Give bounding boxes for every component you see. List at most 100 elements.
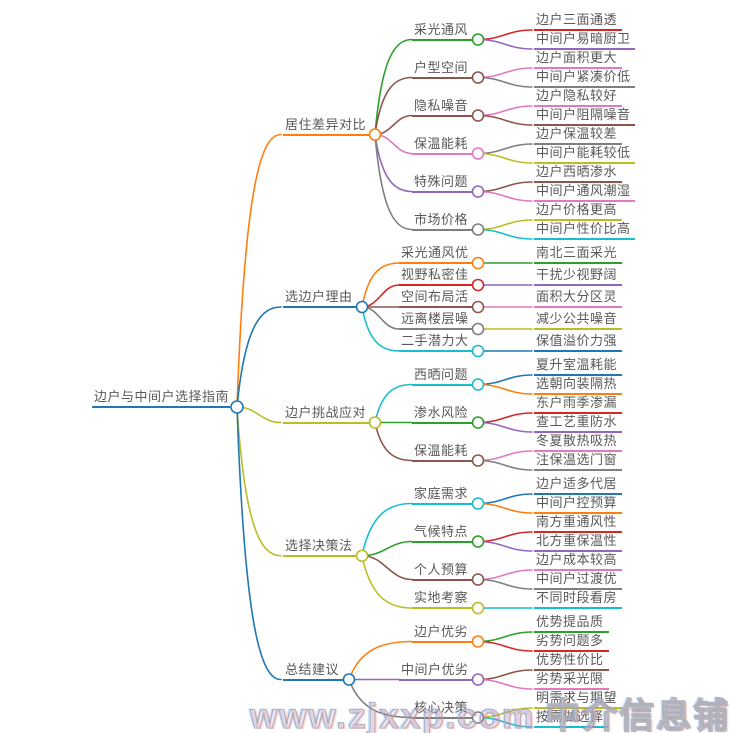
topic-node-label-1-4[interactable]: 二手潜力大	[399, 332, 478, 352]
topic-toggle-dot[interactable]	[471, 535, 485, 548]
topic-node-label-1-0[interactable]: 采光通风优	[399, 244, 478, 264]
branch-node-label-1[interactable]: 选边户理由	[283, 288, 356, 308]
topic-toggle-dot[interactable]	[471, 33, 485, 46]
leaf-node-label-2-0-1[interactable]: 选朝向装隔热	[534, 375, 622, 395]
topic-node-label-4-0[interactable]: 边户优劣	[412, 623, 478, 643]
topic-toggle-dot[interactable]	[471, 147, 485, 160]
leaf-node-label-3-2-1[interactable]: 中间户过渡优	[534, 570, 622, 590]
watermark-url: www.zjxxp.com	[249, 696, 536, 733]
leaf-node-label-0-0-1[interactable]: 中间户易暗厨卫	[534, 30, 635, 50]
branch-node-label-0[interactable]: 居住差异对比	[283, 116, 369, 136]
topic-node-label-0-2[interactable]: 隐私噪音	[412, 97, 478, 117]
leaf-node-label-2-1-0[interactable]: 东户雨季渗漏	[534, 394, 622, 414]
leaf-node-label-1-2-0[interactable]: 面积大分区灵	[534, 288, 622, 308]
leaf-node-label-0-4-1[interactable]: 中间户通风潮湿	[534, 182, 635, 202]
topic-toggle-dot[interactable]	[471, 344, 485, 358]
topic-node-label-2-2[interactable]: 保温能耗	[412, 442, 478, 462]
leaf-node-label-0-5-1[interactable]: 中间户性价比高	[534, 220, 635, 240]
root-node-label[interactable]: 边户与中间户选择指南	[92, 388, 230, 408]
branch-node-label-2[interactable]: 边户挑战应对	[283, 404, 369, 424]
topic-node-label-3-0[interactable]: 家庭需求	[412, 485, 478, 505]
leaf-node-label-4-1-1[interactable]: 劣势采光限	[534, 670, 609, 690]
topic-node-label-2-1[interactable]: 渗水风险	[412, 404, 478, 424]
topic-toggle-dot[interactable]	[471, 71, 485, 84]
topic-toggle-dot[interactable]	[471, 278, 485, 292]
leaf-node-label-4-1-0[interactable]: 优势性价比	[534, 651, 609, 671]
leaf-node-label-0-2-1[interactable]: 中间户阻隔噪音	[534, 106, 635, 126]
topic-toggle-dot[interactable]	[471, 635, 485, 648]
branch-node-label-4[interactable]: 总结建议	[283, 661, 343, 681]
topic-node-label-3-2[interactable]: 个人预算	[412, 561, 478, 581]
topic-node-label-0-5[interactable]: 市场价格	[412, 211, 478, 231]
leaf-node-label-4-2-0[interactable]: 明需求与期望	[534, 689, 622, 709]
topic-toggle-dot[interactable]	[471, 601, 485, 615]
topic-toggle-dot[interactable]	[471, 322, 485, 336]
topic-toggle-dot[interactable]	[471, 256, 485, 270]
root-toggle-dot[interactable]	[230, 400, 244, 414]
leaf-node-label-3-0-0[interactable]: 边户适多代居	[534, 475, 622, 495]
branch-toggle-dot[interactable]	[368, 128, 382, 141]
leaf-node-label-0-5-0[interactable]: 边户价格更高	[534, 201, 622, 221]
leaf-node-label-3-0-1[interactable]: 中间户控预算	[534, 494, 622, 514]
topic-toggle-dot[interactable]	[471, 378, 485, 391]
leaf-node-label-3-1-1[interactable]: 北方重保温性	[534, 532, 622, 552]
leaf-node-label-1-4-0[interactable]: 保值溢价力强	[534, 332, 622, 352]
leaf-node-label-0-3-1[interactable]: 中间户能耗较低	[534, 144, 635, 164]
topic-link	[348, 640, 413, 681]
topic-node-label-1-2[interactable]: 空间布局活	[399, 288, 478, 308]
leaf-node-label-3-2-0[interactable]: 边户成本较高	[534, 551, 622, 571]
topic-node-label-1-3[interactable]: 远离楼层噪	[399, 310, 478, 330]
leaf-node-label-4-2-1[interactable]: 按需做选择	[534, 708, 609, 728]
watermark-site-name: 中介信息铺网	[545, 696, 730, 733]
branch-link	[236, 133, 282, 408]
topic-node-label-4-2[interactable]: 核心决策	[412, 699, 478, 719]
leaf-node-label-0-0-0[interactable]: 边户三面通透	[534, 11, 622, 31]
topic-toggle-dot[interactable]	[471, 416, 485, 429]
topic-node-label-1-1[interactable]: 视野私密佳	[399, 266, 478, 286]
leaf-node-label-3-3-0[interactable]: 不同时段看房	[534, 589, 622, 609]
topic-node-label-3-3[interactable]: 实地考察	[412, 589, 478, 609]
topic-toggle-dot[interactable]	[471, 673, 485, 686]
topic-toggle-dot[interactable]	[471, 711, 485, 724]
topic-node-label-0-3[interactable]: 保温能耗	[412, 135, 478, 155]
leaf-node-label-0-4-0[interactable]: 边户西晒渗水	[534, 163, 622, 183]
leaf-node-label-1-1-0[interactable]: 干扰少视野阔	[534, 266, 622, 286]
branch-toggle-dot[interactable]	[368, 416, 382, 429]
topic-link	[374, 76, 413, 136]
leaf-node-label-2-2-0[interactable]: 冬夏散热吸热	[534, 432, 622, 452]
leaf-node-label-1-3-0[interactable]: 减少公共噪音	[534, 310, 622, 330]
topic-toggle-dot[interactable]	[471, 300, 485, 314]
leaf-node-label-4-0-1[interactable]: 劣势问题多	[534, 632, 609, 652]
leaf-node-label-3-1-0[interactable]: 南方重通风性	[534, 513, 622, 533]
topic-link	[348, 678, 413, 719]
leaf-node-label-0-1-0[interactable]: 边户面积更大	[534, 49, 622, 69]
topic-node-label-0-1[interactable]: 户型空间	[412, 59, 478, 79]
leaf-node-label-0-1-1[interactable]: 中间户紧凑价低	[534, 68, 635, 88]
leaf-node-label-0-3-0[interactable]: 边户保温较差	[534, 125, 622, 145]
leaf-node-label-0-2-0[interactable]: 边户隐私较好	[534, 87, 622, 107]
topic-toggle-dot[interactable]	[471, 454, 485, 467]
topic-node-label-0-0[interactable]: 采光通风	[412, 21, 478, 41]
branch-toggle-dot[interactable]	[342, 673, 356, 686]
leaf-node-label-1-0-0[interactable]: 南北三面采光	[534, 244, 622, 264]
leaf-node-label-4-0-0[interactable]: 优势提品质	[534, 613, 609, 633]
topic-toggle-dot[interactable]	[471, 185, 485, 198]
topic-link	[374, 133, 413, 193]
branch-toggle-dot[interactable]	[355, 549, 369, 563]
topic-node-label-4-1[interactable]: 中间户优劣	[399, 661, 478, 681]
topic-node-label-0-4[interactable]: 特殊问题	[412, 173, 478, 193]
topic-toggle-dot[interactable]	[471, 497, 485, 510]
topic-node-label-3-1[interactable]: 气候特点	[412, 523, 478, 543]
topic-link	[374, 421, 413, 462]
leaf-node-label-2-2-1[interactable]: 注保温选门窗	[534, 451, 622, 471]
leaf-node-label-2-0-0[interactable]: 夏升室温耗能	[534, 356, 622, 376]
topic-toggle-dot[interactable]	[471, 573, 485, 586]
topic-node-label-2-0[interactable]: 西晒问题	[412, 366, 478, 386]
topic-toggle-dot[interactable]	[471, 109, 485, 122]
leaf-node-label-2-1-1[interactable]: 查工艺重防水	[534, 413, 622, 433]
branch-toggle-dot[interactable]	[355, 300, 369, 314]
branch-node-label-3[interactable]: 选择决策法	[283, 537, 356, 557]
topic-toggle-dot[interactable]	[471, 223, 485, 236]
topic-link	[361, 262, 400, 308]
